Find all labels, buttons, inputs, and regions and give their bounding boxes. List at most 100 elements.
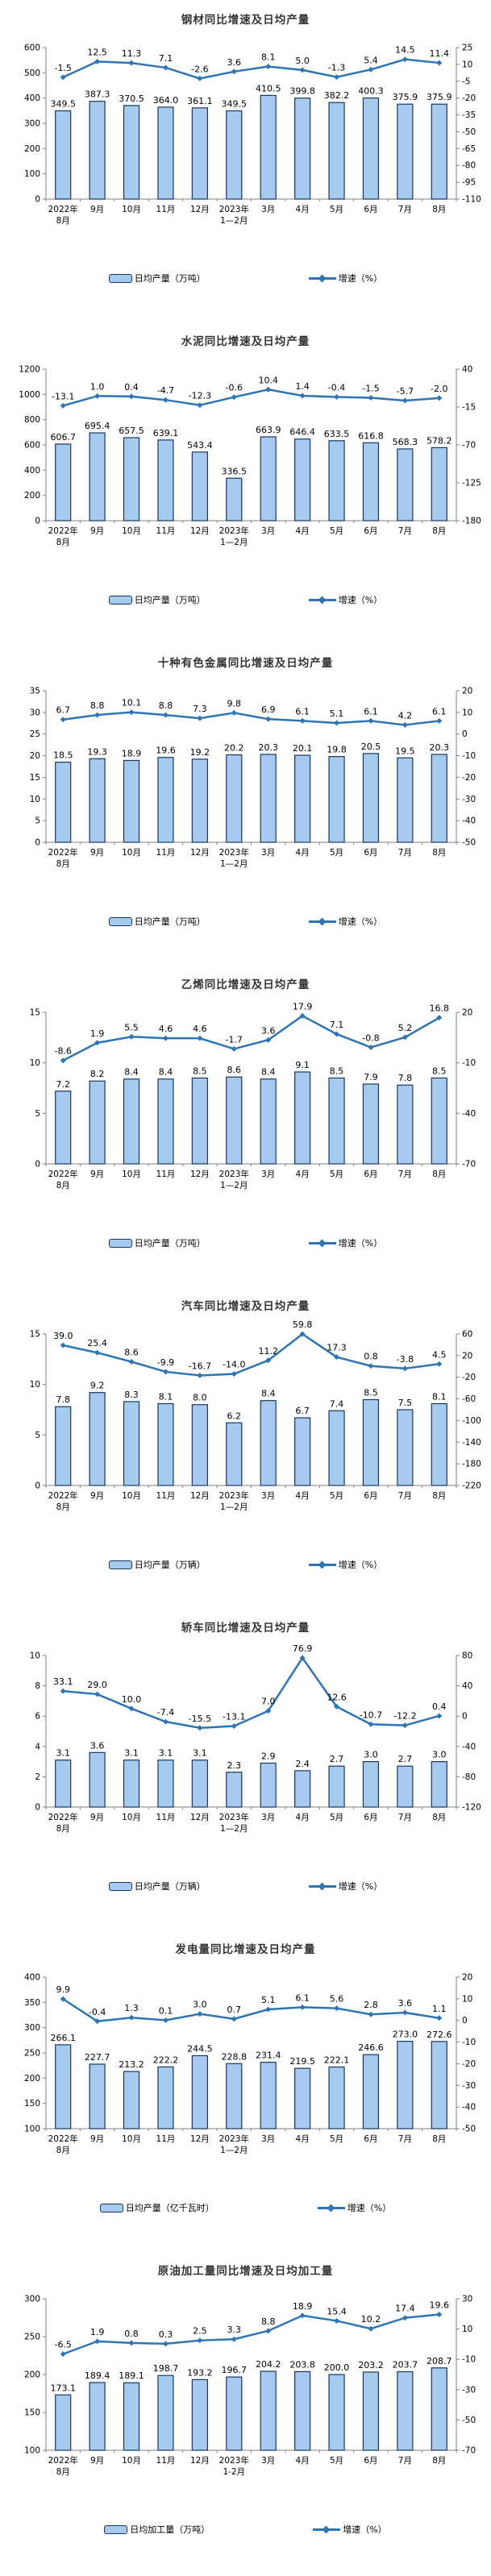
tick-label-left: 500 xyxy=(24,69,40,78)
bar-value-label: 6.7 xyxy=(295,1406,310,1416)
bar-value-label: 272.6 xyxy=(427,2030,452,2040)
bar-value-label: 9.2 xyxy=(90,1381,105,1391)
bar-value-label: 578.2 xyxy=(427,435,452,446)
bar xyxy=(226,1772,243,1808)
bar-value-label: 8.5 xyxy=(330,1066,344,1076)
bar-swatch-icon xyxy=(108,1881,132,1891)
line-value-label: 5.5 xyxy=(124,1022,139,1032)
line-value-label: 0.8 xyxy=(364,1352,378,1362)
bar-value-label: 8.5 xyxy=(432,1066,447,1076)
line-swatch-icon xyxy=(313,2525,341,2533)
line-value-label: -2.6 xyxy=(191,64,208,74)
bar xyxy=(294,2067,311,2129)
bar-value-label: 227.7 xyxy=(85,2052,110,2063)
tick-label-left: 15 xyxy=(30,1330,40,1340)
chart-plot: 1200 1000 800 600 400 200 0 40 -15 -70 -125 -180 606… xyxy=(19,365,481,548)
bar xyxy=(362,97,380,200)
line-marker-icon xyxy=(197,715,203,721)
bar xyxy=(362,442,380,521)
bar xyxy=(157,2066,174,2129)
line-value-label: 0.3 xyxy=(159,2329,173,2340)
tick-label-left: 0 xyxy=(35,838,40,848)
x-category-label: 7月 xyxy=(398,2134,412,2144)
line-legend: 增速（%） xyxy=(308,915,383,928)
bar-value-label: 3.0 xyxy=(432,1750,447,1760)
bar xyxy=(431,1077,447,1165)
bar xyxy=(89,758,106,843)
line-swatch-icon xyxy=(308,1239,336,1247)
line-marker-icon xyxy=(368,394,374,401)
x-category-label: 4月 xyxy=(296,1170,310,1179)
bar-value-label: 246.6 xyxy=(358,2042,384,2053)
x-category-label: 6月 xyxy=(364,1813,377,1822)
line-marker-icon xyxy=(299,717,306,724)
chart-legend: 日均产量（万吨） 增速（%） xyxy=(0,272,491,285)
bar-value-label: 19.3 xyxy=(87,746,107,757)
line-value-label: 6.1 xyxy=(295,1992,310,2003)
line-legend-label: 增速（%） xyxy=(338,916,383,927)
growth-line xyxy=(62,1014,440,1062)
line-value-label: -16.7 xyxy=(189,1361,211,1371)
bar xyxy=(157,1402,174,1486)
chart-section-sedans: 轿车同比增速及日均产量 10 8 6 4 2 0 80 40 0 -40 -80 -120 3.1 3.6… xyxy=(0,1608,491,1930)
bar-value-label: 3.1 xyxy=(124,1748,139,1759)
x-category-label: 2022年 8月 xyxy=(48,204,78,226)
line-value-label: 3.6 xyxy=(261,1025,276,1036)
x-category-label: 3月 xyxy=(261,848,275,858)
x-category-label: 3月 xyxy=(261,526,275,536)
line-legend-label: 增速（%） xyxy=(338,595,383,605)
tick-label-left: 0 xyxy=(35,1803,40,1813)
line-marker-icon xyxy=(60,402,66,409)
line-value-label: 59.8 xyxy=(293,1319,313,1330)
bar-value-label: 7.9 xyxy=(364,1072,378,1082)
line-value-label: 5.1 xyxy=(330,708,344,719)
bar-value-label: 19.8 xyxy=(327,745,347,755)
bar-value-label: 173.1 xyxy=(50,2383,76,2393)
bar-legend: 日均产量（万吨） xyxy=(108,1236,206,1249)
line-marker-icon xyxy=(197,75,203,81)
x-category-label: 11月 xyxy=(156,848,176,858)
line-value-label: 0.8 xyxy=(124,2329,139,2339)
line-legend: 增速（%） xyxy=(313,2523,387,2536)
line-value-label: -0.4 xyxy=(328,383,345,393)
tick-label-left: 200 xyxy=(24,491,40,501)
line-marker-icon xyxy=(60,1996,66,2002)
bar xyxy=(397,1409,414,1486)
bar xyxy=(123,2071,140,2129)
x-category-label: 8月 xyxy=(432,848,446,858)
line-marker-icon xyxy=(162,1035,169,1041)
growth-line xyxy=(63,1656,440,1730)
line-marker-icon xyxy=(299,1655,306,1661)
tick-label-right: -140 xyxy=(462,1438,481,1448)
line-marker-icon xyxy=(128,60,135,66)
chart-section-nonferrous-metals: 十种有色金属同比增速及日均产量 35 30 25 20 15 10 5 0 20 10 0 -10 -2… xyxy=(0,643,491,965)
x-category-label: 11月 xyxy=(156,2134,176,2144)
x-category-label: 2023年 1—2月 xyxy=(219,1812,249,1834)
tick-label-right: -40 xyxy=(462,816,476,826)
line-value-label: 5.4 xyxy=(364,55,378,65)
tick-label-right: -50 xyxy=(462,838,476,848)
x-category-label: 11月 xyxy=(156,205,176,214)
bar xyxy=(226,2376,243,2451)
x-category-label: 5月 xyxy=(330,205,343,214)
bar-value-label: 189.4 xyxy=(85,2370,110,2381)
tick-label-right: -30 xyxy=(462,2385,476,2395)
x-category-label: 7月 xyxy=(398,1170,412,1179)
chart-legend: 日均产量（万辆） 增速（%） xyxy=(0,1558,491,1571)
line-marker-icon xyxy=(197,2337,203,2344)
bar xyxy=(123,759,140,843)
x-category-label: 5月 xyxy=(330,2134,343,2144)
tick-label-left: 100 xyxy=(24,2125,40,2134)
x-category-label: 11月 xyxy=(156,1491,176,1501)
bar xyxy=(89,101,106,200)
x-category-label: 2022年 8月 xyxy=(48,1169,78,1190)
bar xyxy=(260,2370,277,2451)
bar-value-label: 8.4 xyxy=(124,1067,139,1078)
line-marker-icon xyxy=(231,2336,237,2342)
line-value-label: 2.8 xyxy=(364,2000,378,2010)
line-marker-icon xyxy=(231,1371,237,1377)
chart-section-electricity: 发电量同比增速及日均产量 400 350 300 250 200 150 100 20 10 0-… xyxy=(0,1930,491,2251)
bar xyxy=(123,1760,140,1808)
line-marker-icon xyxy=(334,2317,340,2324)
line-marker-icon xyxy=(299,2312,306,2319)
